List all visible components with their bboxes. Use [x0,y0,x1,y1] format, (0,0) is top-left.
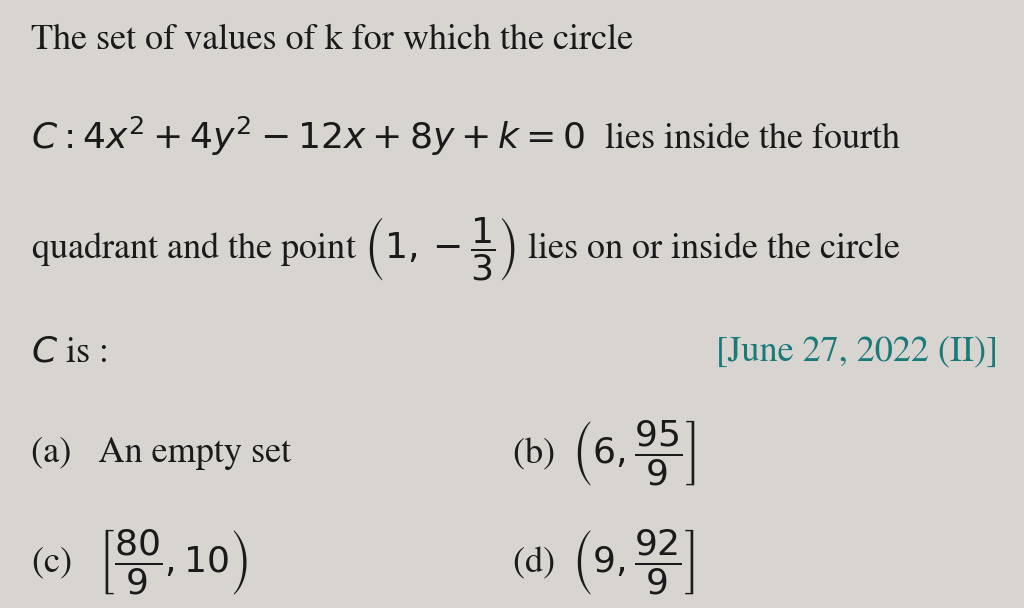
Text: (b)  $\left(6,\dfrac{95}{9}\right]$: (b) $\left(6,\dfrac{95}{9}\right]$ [512,418,696,488]
Text: (c)   $\left[\dfrac{80}{9},10\right)$: (c) $\left[\dfrac{80}{9},10\right)$ [31,528,248,597]
Text: (d)  $\left(9,\dfrac{92}{9}\right]$: (d) $\left(9,\dfrac{92}{9}\right]$ [512,528,695,597]
Text: $C: 4x^2+4y^2-12x+8y+k=0$  lies inside the fourth: $C: 4x^2+4y^2-12x+8y+k=0$ lies inside th… [31,115,901,159]
Text: (a)   An empty set: (a) An empty set [31,437,291,469]
Text: quadrant and the point $\left(1,-\dfrac{1}{3}\right)$ lies on or inside the circ: quadrant and the point $\left(1,-\dfrac{… [31,216,900,283]
Text: $C$ is :: $C$ is : [31,336,106,369]
Text: [June 27, 2022 (II)]: [June 27, 2022 (II)] [716,336,998,369]
Text: The set of values of k for which the circle: The set of values of k for which the cir… [31,23,633,56]
